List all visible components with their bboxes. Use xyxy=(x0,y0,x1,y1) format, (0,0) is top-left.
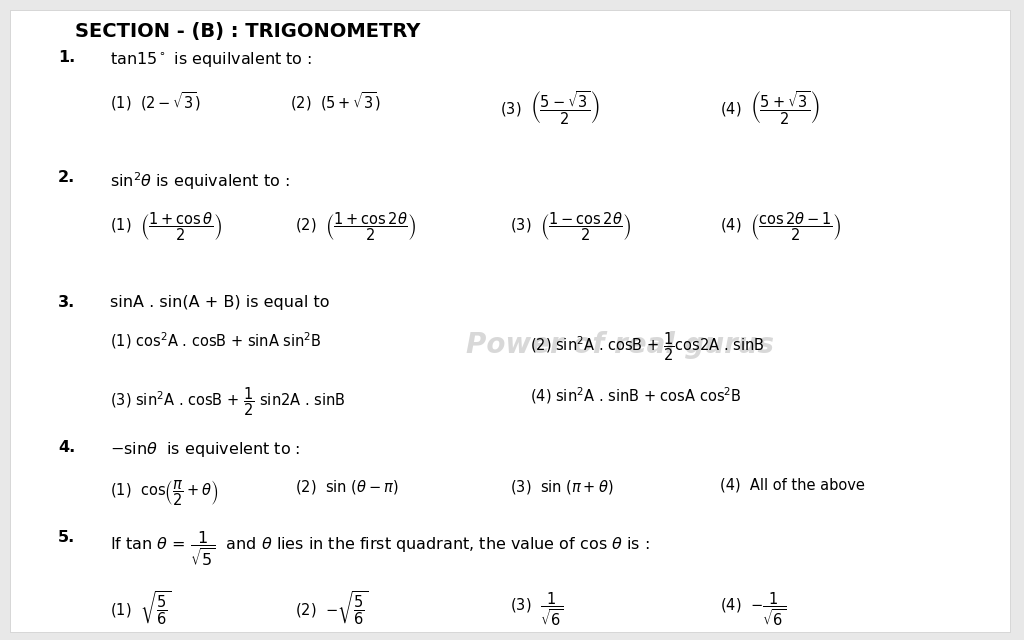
Text: (2) sin$^2$A . cosB + $\dfrac{1}{2}$cos2A . sinB: (2) sin$^2$A . cosB + $\dfrac{1}{2}$cos2… xyxy=(530,330,764,362)
Text: 2.: 2. xyxy=(58,170,75,185)
Text: (1)  $\cos\!\left(\dfrac{\pi}{2}+\theta\right)$: (1) $\cos\!\left(\dfrac{\pi}{2}+\theta\r… xyxy=(110,478,218,508)
Text: (3)  $\dfrac{1}{\sqrt{6}}$: (3) $\dfrac{1}{\sqrt{6}}$ xyxy=(510,590,564,627)
Text: (3)  sin $(\pi + \theta )$: (3) sin $(\pi + \theta )$ xyxy=(510,478,613,496)
Text: (4)  All of the above: (4) All of the above xyxy=(720,478,865,493)
Text: (3)  $\left(\dfrac{5-\sqrt{3}}{2}\right)$: (3) $\left(\dfrac{5-\sqrt{3}}{2}\right)$ xyxy=(500,90,600,127)
Text: 5.: 5. xyxy=(58,530,75,545)
Text: (2)  $-\sqrt{\dfrac{5}{6}}$: (2) $-\sqrt{\dfrac{5}{6}}$ xyxy=(295,590,369,627)
FancyBboxPatch shape xyxy=(10,10,1010,632)
Text: (2)  sin $(\theta - \pi)$: (2) sin $(\theta - \pi)$ xyxy=(295,478,398,496)
Text: sinA . sin(A + B) is equal to: sinA . sin(A + B) is equal to xyxy=(110,295,330,310)
Text: (2)  $(5+\sqrt{3})$: (2) $(5+\sqrt{3})$ xyxy=(290,90,381,113)
Text: (4)  $\left(\dfrac{\cos 2\theta-1}{2}\right)$: (4) $\left(\dfrac{\cos 2\theta-1}{2}\rig… xyxy=(720,210,842,243)
Text: (3)  $\left(\dfrac{1-\cos 2\theta}{2}\right)$: (3) $\left(\dfrac{1-\cos 2\theta}{2}\rig… xyxy=(510,210,632,243)
Text: SECTION - (B) : TRIGONOMETRY: SECTION - (B) : TRIGONOMETRY xyxy=(75,22,421,41)
Text: (3) sin$^2$A . cosB + $\dfrac{1}{2}$ sin2A . sinB: (3) sin$^2$A . cosB + $\dfrac{1}{2}$ sin… xyxy=(110,385,345,417)
Text: 1.: 1. xyxy=(58,50,75,65)
Text: (1)  $\left(\dfrac{1+\cos\theta}{2}\right)$: (1) $\left(\dfrac{1+\cos\theta}{2}\right… xyxy=(110,210,222,243)
Text: (1) cos$^2$A . cosB + sinA sin$^2$B: (1) cos$^2$A . cosB + sinA sin$^2$B xyxy=(110,330,322,351)
Text: 4.: 4. xyxy=(58,440,75,455)
Text: (2)  $\left(\dfrac{1+\cos 2\theta}{2}\right)$: (2) $\left(\dfrac{1+\cos 2\theta}{2}\rig… xyxy=(295,210,417,243)
Text: If tan $\theta$ = $\dfrac{1}{\sqrt{5}}$  and $\theta$ lies in the first quadrant: If tan $\theta$ = $\dfrac{1}{\sqrt{5}}$ … xyxy=(110,530,649,569)
Text: (4) sin$^2$A . sinB + cosA cos$^2$B: (4) sin$^2$A . sinB + cosA cos$^2$B xyxy=(530,385,741,406)
Text: Power of real gurus: Power of real gurus xyxy=(466,331,774,359)
Text: (4)  $-\dfrac{1}{\sqrt{6}}$: (4) $-\dfrac{1}{\sqrt{6}}$ xyxy=(720,590,786,627)
Text: (1)  $\sqrt{\dfrac{5}{6}}$: (1) $\sqrt{\dfrac{5}{6}}$ xyxy=(110,590,171,627)
Text: (1)  $(2-\sqrt{3})$: (1) $(2-\sqrt{3})$ xyxy=(110,90,201,113)
Text: (4)  $\left(\dfrac{5+\sqrt{3}}{2}\right)$: (4) $\left(\dfrac{5+\sqrt{3}}{2}\right)$ xyxy=(720,90,820,127)
Text: sin$^2\theta$ is equivalent to :: sin$^2\theta$ is equivalent to : xyxy=(110,170,290,192)
Text: 3.: 3. xyxy=(58,295,75,310)
Text: tan15$^\circ$ is equilvalent to :: tan15$^\circ$ is equilvalent to : xyxy=(110,50,312,69)
Text: $-$sin$\theta$  is equivelent to :: $-$sin$\theta$ is equivelent to : xyxy=(110,440,300,459)
